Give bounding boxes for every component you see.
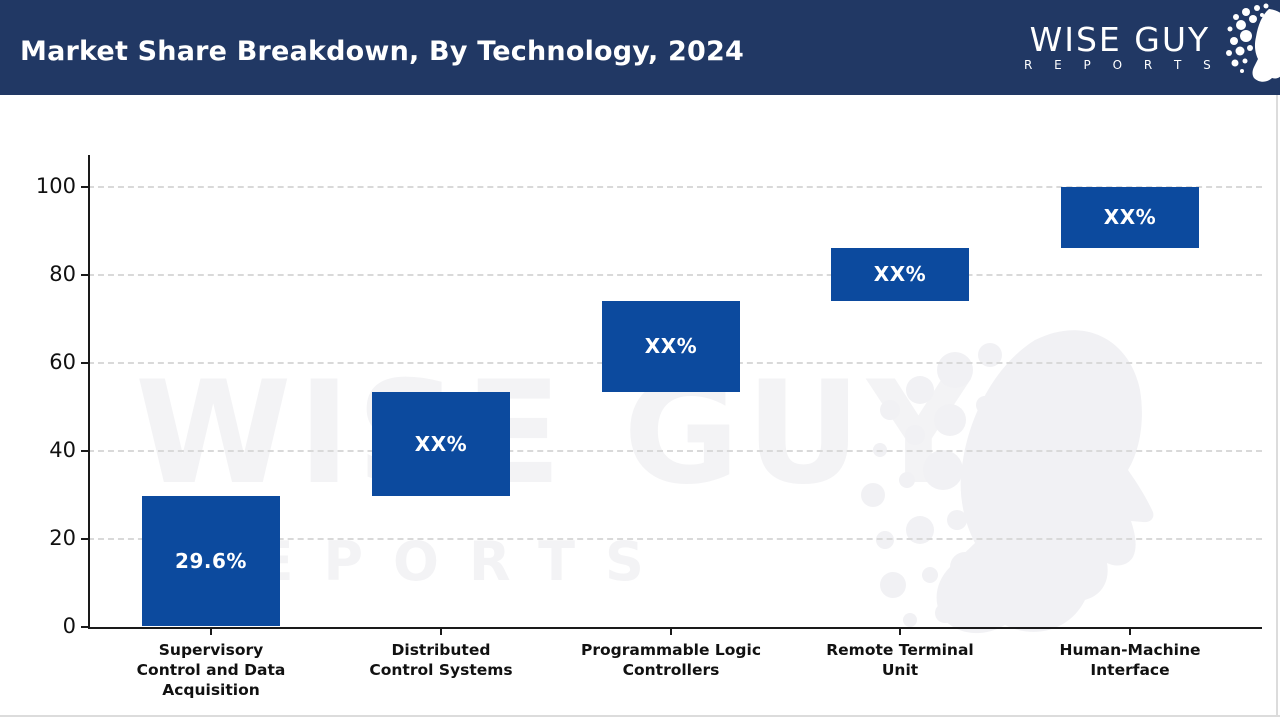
x-tick-mark-3: [670, 628, 672, 635]
x-tick-mark-1: [210, 628, 212, 635]
bar-value-label-5: XX%: [1103, 205, 1157, 230]
bottom-border-line: [0, 715, 1280, 717]
logo-wordmark: WISE GUY: [1029, 20, 1211, 59]
x-tick-mark-4: [899, 628, 901, 635]
y-tick-mark-0: [81, 625, 88, 628]
y-tick-label-60: 60: [49, 349, 76, 374]
logo-head-icon: [1222, 3, 1280, 93]
category-label-1: Supervisory Control and Data Acquisition: [136, 640, 286, 699]
y-tick-mark-100: [81, 185, 88, 188]
wise-guy-reports-logo: WISE GUY R E P O R T S: [1020, 3, 1280, 92]
y-tick-mark-20: [81, 537, 88, 540]
waterfall-bar-3: XX%: [602, 300, 740, 392]
y-tick-label-20: 20: [49, 525, 76, 550]
x-axis: [88, 626, 1262, 629]
chart-plot-area: WISE GUY REPORTS: [0, 95, 1280, 720]
y-tick-mark-60: [81, 361, 88, 364]
bar-value-label-3: XX%: [644, 334, 698, 359]
bar-value-label-2: XX%: [414, 432, 468, 457]
gridline-80: [88, 273, 1262, 276]
right-border-line: [1276, 95, 1278, 717]
watermark-head-icon: [845, 295, 1175, 659]
category-label-3: Programmable Logic Controllers: [580, 640, 762, 679]
waterfall-bar-1: 29.6%: [142, 496, 280, 627]
watermark-wordmark: WISE GUY: [135, 351, 976, 516]
y-tick-mark-80: [81, 273, 88, 276]
y-tick-label-0: 0: [62, 613, 76, 638]
waterfall-bar-4: XX%: [831, 248, 969, 301]
x-tick-mark-2: [440, 628, 442, 635]
page-title: Market Share Breakdown, By Technology, 2…: [20, 36, 745, 67]
watermark-subtitle: REPORTS: [185, 530, 674, 593]
gridline-20: [88, 537, 1262, 540]
logo-subtitle: R E P O R T S: [1024, 58, 1220, 72]
y-tick-mark-40: [81, 449, 88, 452]
y-tick-label-40: 40: [49, 437, 76, 462]
category-label-2: Distributed Control Systems: [369, 640, 513, 679]
x-tick-mark-5: [1129, 628, 1131, 635]
y-tick-label-80: 80: [49, 261, 76, 286]
waterfall-bar-2: XX%: [372, 392, 510, 497]
gridline-40: [88, 449, 1262, 452]
logo-text: WISE GUY R E P O R T S: [1020, 23, 1220, 73]
y-tick-label-100: 100: [35, 173, 76, 198]
y-axis: [88, 155, 90, 629]
header-bar: Market Share Breakdown, By Technology, 2…: [0, 0, 1280, 95]
gridline-100: [88, 185, 1262, 188]
bar-value-label-4: XX%: [873, 262, 927, 287]
bar-value-label-1: 29.6%: [175, 549, 247, 574]
waterfall-bar-5: XX%: [1061, 186, 1199, 249]
category-label-5: Human-Machine Interface: [1059, 640, 1201, 679]
category-label-4: Remote Terminal Unit: [826, 640, 974, 679]
